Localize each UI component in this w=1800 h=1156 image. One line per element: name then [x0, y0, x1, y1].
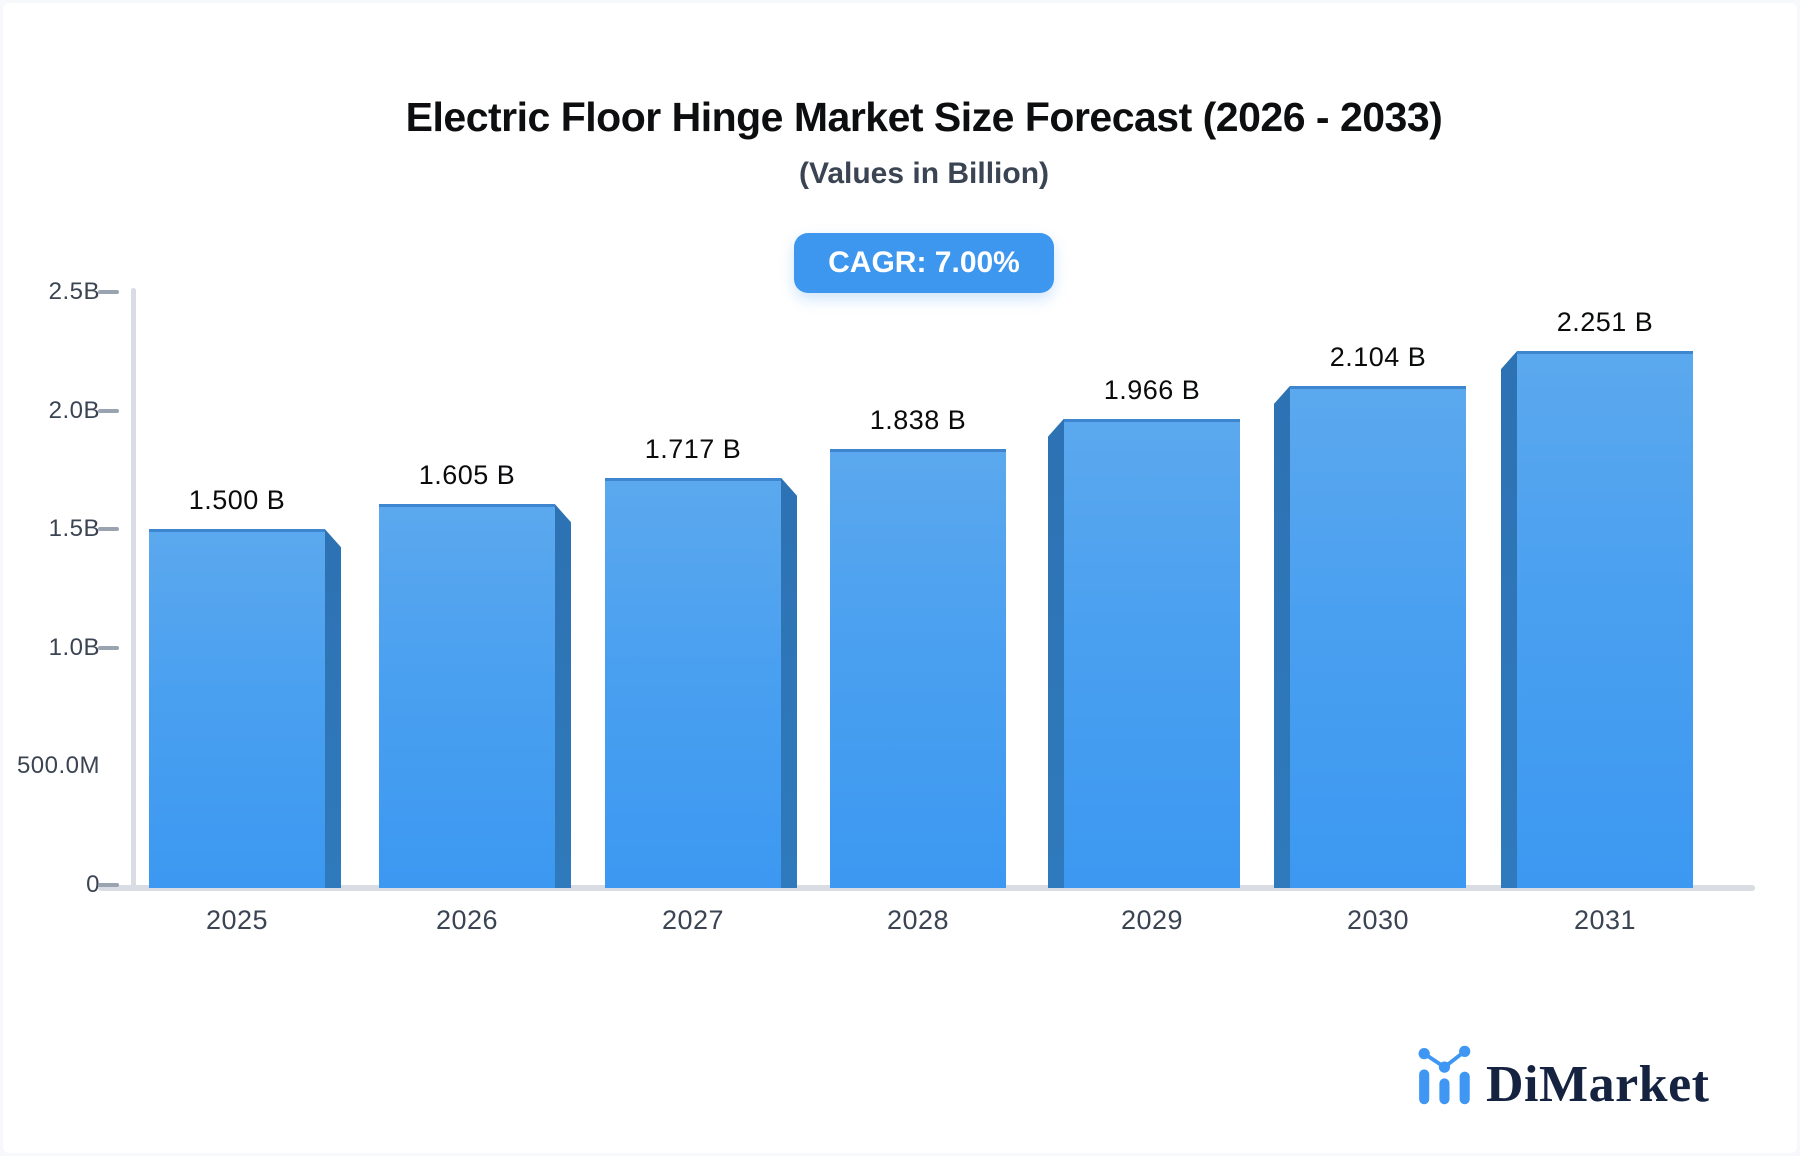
bar-value-label: 1.717 B [644, 433, 742, 464]
bar-value-label: 1.500 B [188, 485, 286, 516]
x-axis-label-2025: 2025 [205, 905, 269, 935]
y-tick-dash [98, 883, 119, 887]
chart-title: Electric Floor Hinge Market Size Forecas… [405, 94, 1443, 140]
y-tick-label: 1.5B [48, 515, 100, 543]
bar-3d-side [555, 504, 571, 888]
logo-text: DiMarket [1486, 1056, 1710, 1113]
y-tick-dash [98, 527, 119, 532]
x-axis-label-2026: 2026 [435, 905, 499, 935]
bar-2028[interactable] [830, 449, 1006, 888]
chart-subtitle: (Values in Billion) [798, 157, 1050, 190]
x-axis-label-2028: 2028 [886, 905, 950, 935]
x-axis-baseline [98, 885, 1755, 891]
bar-value-label: 1.838 B [869, 405, 967, 436]
y-tick-dash [98, 290, 119, 294]
y-tick-label: 500.0M [16, 752, 100, 780]
bar-2027[interactable] [605, 477, 781, 888]
y-tick-label: 2.0B [48, 396, 100, 424]
chart-header: Electric Floor Hinge Market Size Forecas… [24, 0, 1800, 293]
bar-2026[interactable] [379, 504, 555, 888]
bar-2031[interactable] [1517, 351, 1693, 888]
y-tick-dash [98, 645, 119, 650]
bar-value-label: 1.966 B [1103, 374, 1201, 405]
x-axis-label-2029: 2029 [1120, 905, 1184, 935]
bar-chart-with-trend-dots-icon [1418, 1044, 1472, 1111]
y-tick-label: 0 [86, 871, 100, 898]
y-tick-label: 2.5B [48, 278, 100, 305]
x-axis-label-2031: 2031 [1573, 905, 1637, 935]
dimarket-logo: DiMarket [1418, 1044, 1709, 1111]
y-axis-line [131, 288, 136, 888]
bar-value-label: 2.251 B [1556, 307, 1654, 338]
y-tick-label: 1.0B [48, 633, 100, 661]
bar-3d-side [1048, 418, 1064, 888]
bar-3d-side [1501, 351, 1517, 888]
bar-2025[interactable] [149, 529, 325, 888]
bar-2030[interactable] [1290, 385, 1466, 888]
bar-3d-side [781, 477, 797, 888]
bar-3d-side [1274, 385, 1290, 888]
bar-value-label: 2.104 B [1329, 341, 1427, 372]
cagr-badge: CAGR: 7.00% [794, 233, 1054, 293]
bar-2029[interactable] [1064, 418, 1240, 888]
bar-3d-side [325, 529, 341, 888]
x-axis-label-2027: 2027 [661, 905, 725, 935]
y-tick-dash [98, 408, 119, 413]
x-axis-label-2030: 2030 [1346, 905, 1410, 935]
bar-value-label: 1.605 B [418, 460, 516, 491]
